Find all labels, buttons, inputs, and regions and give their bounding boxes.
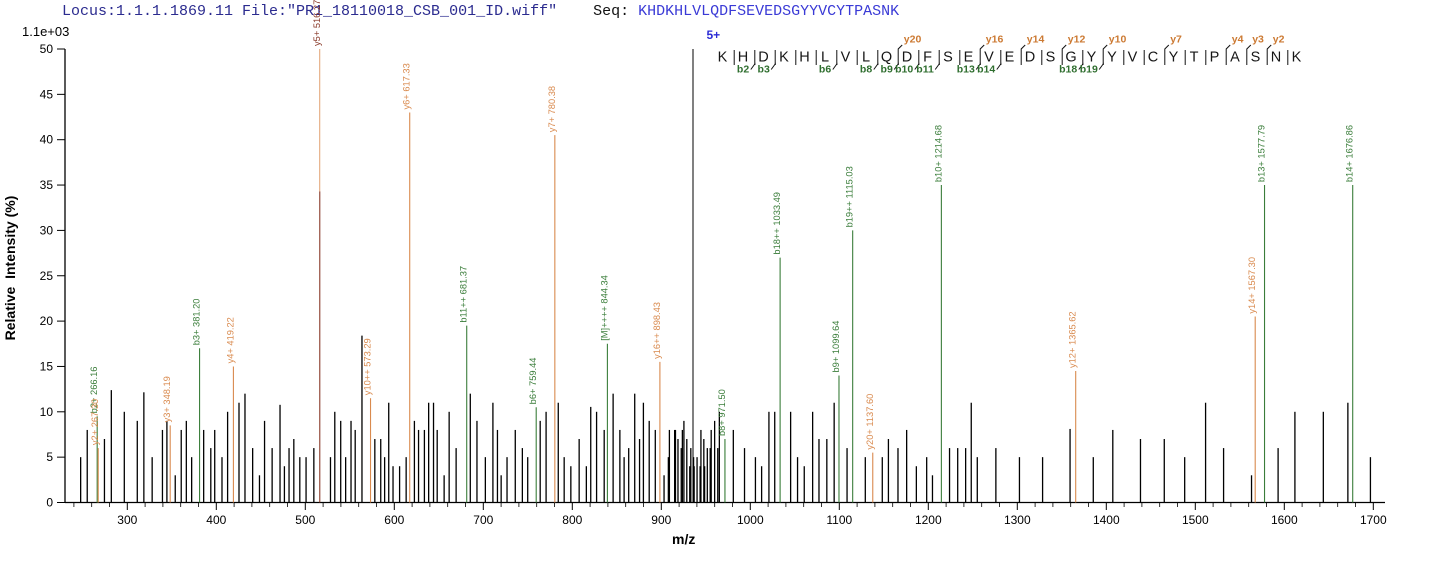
svg-text:[M]++++ 844.34: [M]++++ 844.34 [599, 275, 609, 341]
svg-text:b6+ 759.44: b6+ 759.44 [528, 358, 538, 405]
svg-text:V: V [841, 50, 851, 66]
svg-text:b8+ 971.50: b8+ 971.50 [717, 389, 727, 436]
svg-text:y20+ 1137.60: y20+ 1137.60 [865, 394, 875, 450]
svg-text:10: 10 [40, 405, 54, 419]
svg-text:700: 700 [473, 513, 493, 527]
svg-text:H: H [799, 50, 809, 66]
svg-text:b3: b3 [758, 64, 770, 76]
svg-text:b10+ 1214.68: b10+ 1214.68 [933, 125, 943, 182]
svg-text:b19: b19 [1080, 64, 1098, 76]
svg-text:b9: b9 [881, 64, 893, 76]
svg-text:y10++ 573.29: y10++ 573.29 [363, 338, 373, 395]
svg-text:y16++ 898.43: y16++ 898.43 [652, 302, 662, 359]
svg-text:y12: y12 [1068, 34, 1086, 46]
svg-text:b13+ 1577.79: b13+ 1577.79 [1257, 125, 1267, 182]
svg-text:35: 35 [40, 178, 54, 192]
svg-text:b2: b2 [737, 64, 749, 76]
svg-text:300: 300 [117, 513, 137, 527]
svg-text:K: K [718, 50, 728, 66]
svg-text:b8: b8 [860, 64, 872, 76]
svg-text:S: S [1046, 50, 1056, 66]
svg-text:1000: 1000 [737, 513, 764, 527]
svg-text:y14: y14 [1027, 34, 1045, 46]
svg-text:A: A [1230, 50, 1240, 66]
svg-text:400: 400 [206, 513, 226, 527]
svg-text:S: S [943, 50, 953, 66]
svg-text:b10: b10 [895, 64, 913, 76]
svg-text:b19++ 1115.03: b19++ 1115.03 [845, 166, 855, 227]
svg-text:b18++ 1033.49: b18++ 1033.49 [772, 192, 782, 255]
svg-text:y7+ 780.38: y7+ 780.38 [547, 86, 557, 132]
svg-text:N: N [1271, 50, 1281, 66]
svg-text:y16: y16 [986, 34, 1004, 46]
svg-text:C: C [1148, 50, 1158, 66]
svg-text:600: 600 [384, 513, 404, 527]
svg-text:900: 900 [651, 513, 671, 527]
svg-text:D: D [1025, 50, 1035, 66]
svg-text:y4+ 419.22: y4+ 419.22 [225, 317, 235, 363]
svg-text:b18: b18 [1059, 64, 1077, 76]
svg-text:30: 30 [40, 223, 54, 237]
svg-text:Y: Y [1107, 50, 1117, 66]
svg-text:1100: 1100 [826, 513, 852, 527]
svg-text:b9+ 1099.64: b9+ 1099.64 [831, 321, 841, 373]
svg-text:T: T [1190, 50, 1199, 66]
svg-text:1200: 1200 [915, 513, 942, 527]
svg-text:500: 500 [295, 513, 315, 527]
svg-text:K: K [1292, 50, 1302, 66]
svg-text:y3: y3 [1252, 34, 1264, 46]
svg-text:y5+ 516.27: y5+ 516.27 [312, 0, 322, 46]
svg-text:b13: b13 [957, 64, 975, 76]
svg-text:y2+ 267.30: y2+ 267.30 [90, 399, 100, 445]
svg-text:1600: 1600 [1271, 513, 1298, 527]
svg-text:K: K [779, 50, 789, 66]
svg-text:y14+ 1567.30: y14+ 1567.30 [1247, 257, 1257, 314]
svg-text:E: E [1005, 50, 1015, 66]
svg-text:1300: 1300 [1004, 513, 1031, 527]
svg-text:y20: y20 [904, 34, 922, 46]
svg-text:b3+ 381.20: b3+ 381.20 [192, 299, 202, 346]
svg-text:45: 45 [40, 87, 54, 101]
svg-text:1700: 1700 [1360, 513, 1387, 527]
svg-text:20: 20 [40, 314, 54, 328]
svg-text:5+: 5+ [707, 28, 721, 42]
svg-text:b11: b11 [916, 64, 934, 76]
svg-text:5: 5 [46, 450, 53, 464]
svg-text:y3+ 348.19: y3+ 348.19 [162, 376, 172, 422]
svg-text:P: P [1210, 50, 1220, 66]
svg-text:b14+ 1676.86: b14+ 1676.86 [1345, 125, 1355, 182]
svg-text:y10: y10 [1109, 34, 1127, 46]
svg-text:S: S [1251, 50, 1261, 66]
svg-text:y7: y7 [1170, 34, 1182, 46]
svg-text:1500: 1500 [1182, 513, 1209, 527]
svg-text:0: 0 [46, 496, 53, 510]
svg-text:b11++ 681.37: b11++ 681.37 [459, 266, 469, 323]
svg-text:40: 40 [40, 133, 54, 147]
svg-text:Y: Y [1169, 50, 1179, 66]
svg-text:V: V [1128, 50, 1138, 66]
svg-text:25: 25 [40, 269, 54, 283]
svg-text:b14: b14 [977, 64, 995, 76]
svg-text:50: 50 [40, 42, 54, 56]
svg-text:y2: y2 [1273, 34, 1285, 46]
svg-text:15: 15 [40, 359, 54, 373]
svg-text:y4: y4 [1232, 34, 1244, 46]
svg-text:b6: b6 [819, 64, 831, 76]
svg-text:y6+ 617.33: y6+ 617.33 [402, 63, 412, 109]
svg-text:y12+ 1365.62: y12+ 1365.62 [1068, 311, 1078, 368]
svg-text:800: 800 [562, 513, 582, 527]
svg-text:1400: 1400 [1093, 513, 1120, 527]
